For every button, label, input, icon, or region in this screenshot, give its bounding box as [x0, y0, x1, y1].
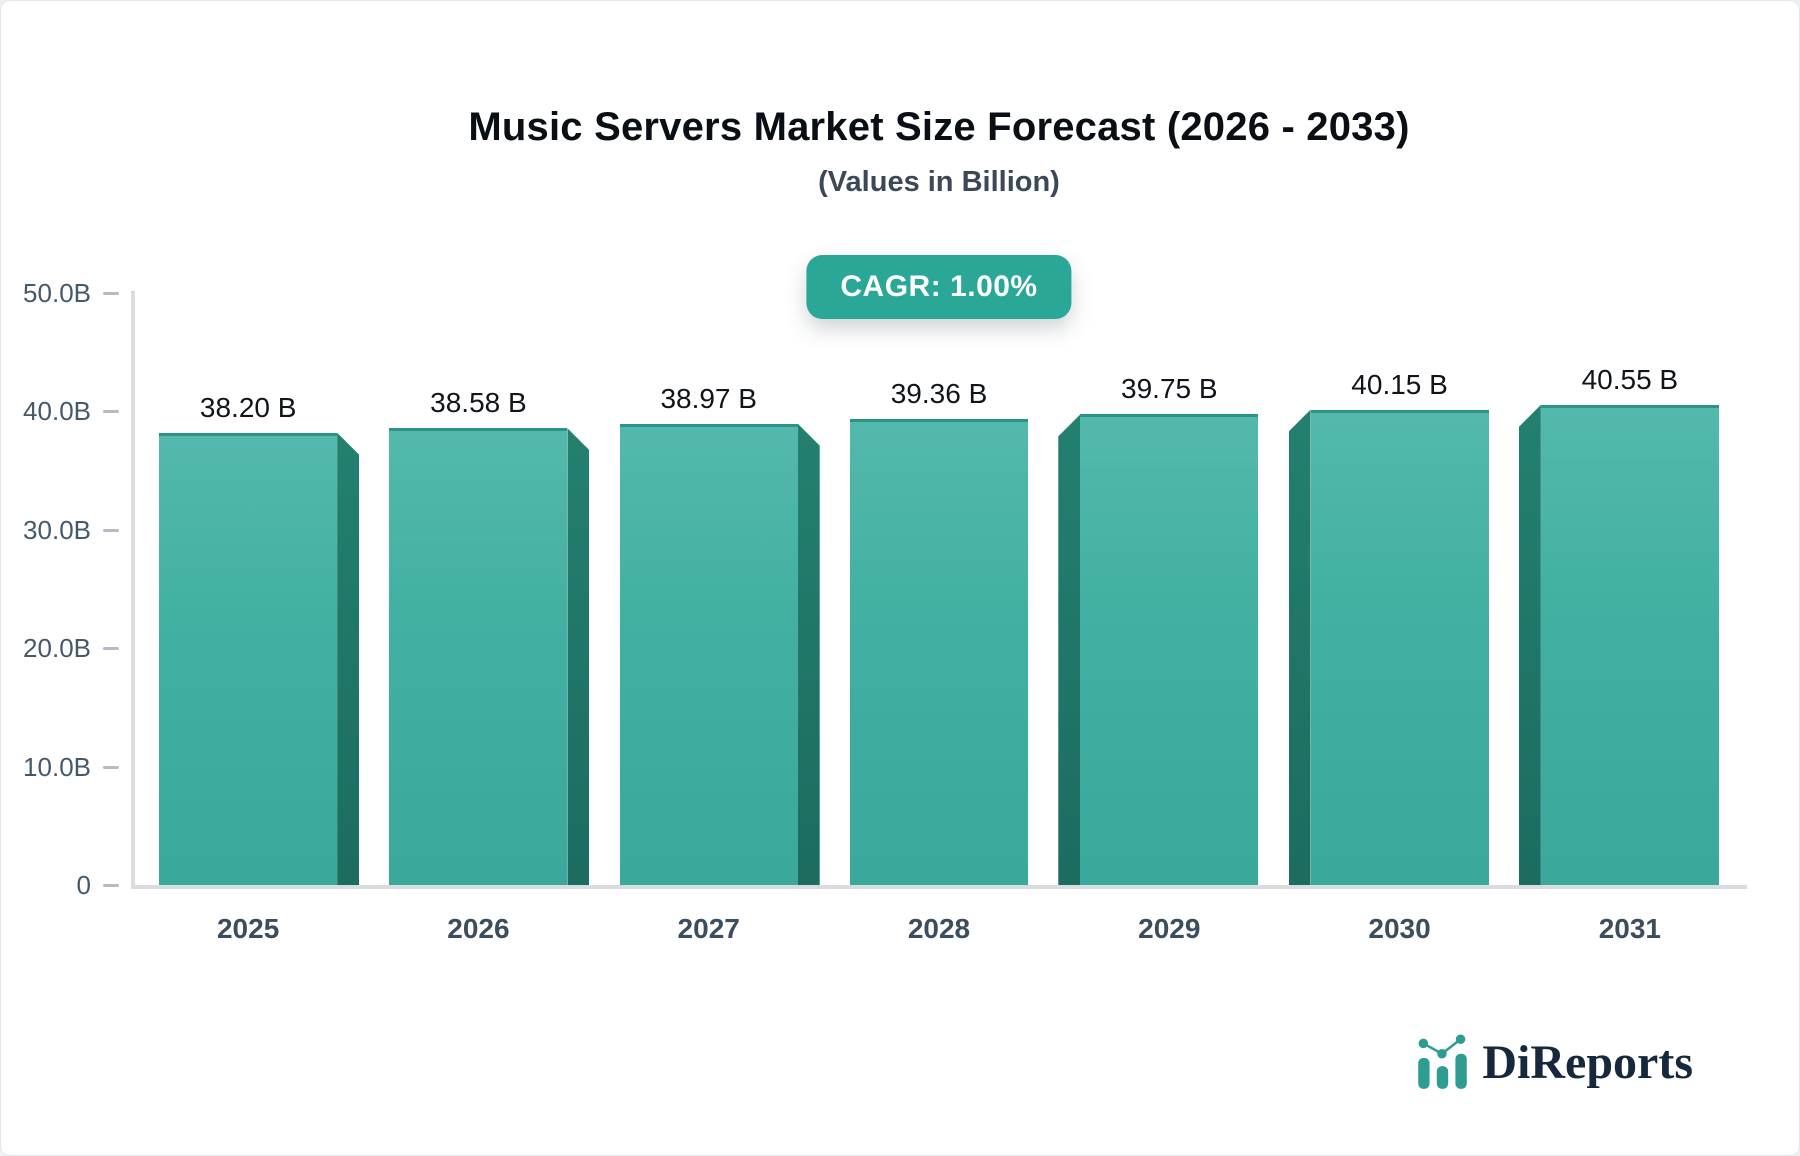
y-axis-label: 40.0B: [23, 396, 91, 427]
plot-area: 38.20 B 38.58 B 38.97 B 39.36 B 39.75 B 40.15…: [133, 293, 1745, 885]
bar-value-label: 38.58 B: [430, 387, 527, 419]
bar-value-label: 38.20 B: [199, 391, 297, 423]
bar: [389, 428, 568, 885]
bar: [1080, 414, 1259, 885]
bar-side-face: [1058, 414, 1081, 885]
cagr-badge: CAGR: 1.00%: [806, 255, 1072, 319]
x-axis-line: [131, 885, 1747, 889]
bar: [619, 423, 798, 885]
chart-header: Music Servers Market Size Forecast (2026…: [133, 105, 1745, 199]
x-axis-label: 2025: [216, 913, 280, 944]
y-axis-label: 0: [76, 870, 91, 900]
y-axis-line: [131, 291, 135, 887]
bar-value-label: 38.97 B: [660, 382, 757, 414]
chart-title: Music Servers Market Size Forecast (2026…: [468, 105, 1410, 149]
bar: [1310, 409, 1489, 885]
x-axis-label: 2028: [907, 913, 971, 944]
y-axis-label: 20.0B: [23, 633, 91, 664]
x-axis-label: 2026: [447, 913, 510, 944]
bar-group: [1288, 409, 1489, 885]
cagr-badge-label: CAGR: 1.00%: [840, 270, 1038, 303]
x-axis-label: 2029: [1138, 913, 1201, 944]
bar-group: [389, 428, 590, 885]
bar-group: [159, 432, 360, 885]
y-axis-label: 30.0B: [23, 514, 91, 545]
bar-side-face: [337, 432, 360, 885]
y-axis-tick: [103, 765, 119, 769]
y-axis-label: 50.0B: [23, 278, 91, 308]
bar-value-label: 40.15 B: [1351, 368, 1448, 400]
bar-side-face: [1518, 404, 1541, 885]
bar-group: [1518, 404, 1719, 885]
y-axis-tick: [103, 884, 119, 887]
bar-value-label: 39.36 B: [890, 377, 988, 409]
bar-group: [850, 418, 1028, 885]
direports-logo: DiReports: [1412, 1031, 1693, 1093]
y-axis-tick: [103, 528, 119, 532]
bar-group: [619, 423, 820, 885]
bar-group: [1058, 414, 1259, 885]
bar-side-face: [567, 428, 590, 885]
bar-side-face: [1288, 409, 1311, 885]
chart-subtitle: (Values in Billion): [818, 166, 1060, 198]
x-axis-label: 2027: [677, 913, 740, 944]
bar-value-label: 39.75 B: [1121, 373, 1218, 405]
x-axis-label: 2031: [1598, 913, 1661, 944]
bar: [159, 432, 338, 885]
bar-side-face: [797, 423, 820, 885]
bar-chart-trend-icon: [1418, 1034, 1468, 1089]
y-axis-tick: [103, 410, 119, 414]
bar: [850, 418, 1028, 885]
y-axis-tick: [103, 647, 119, 651]
y-axis-tick: [103, 292, 119, 295]
y-axis-label: 10.0B: [23, 751, 91, 782]
logo-text: DiReports: [1482, 1035, 1693, 1089]
bar: [1540, 404, 1719, 885]
x-axis-label: 2030: [1368, 913, 1431, 944]
bar-value-label: 40.55 B: [1581, 363, 1679, 395]
